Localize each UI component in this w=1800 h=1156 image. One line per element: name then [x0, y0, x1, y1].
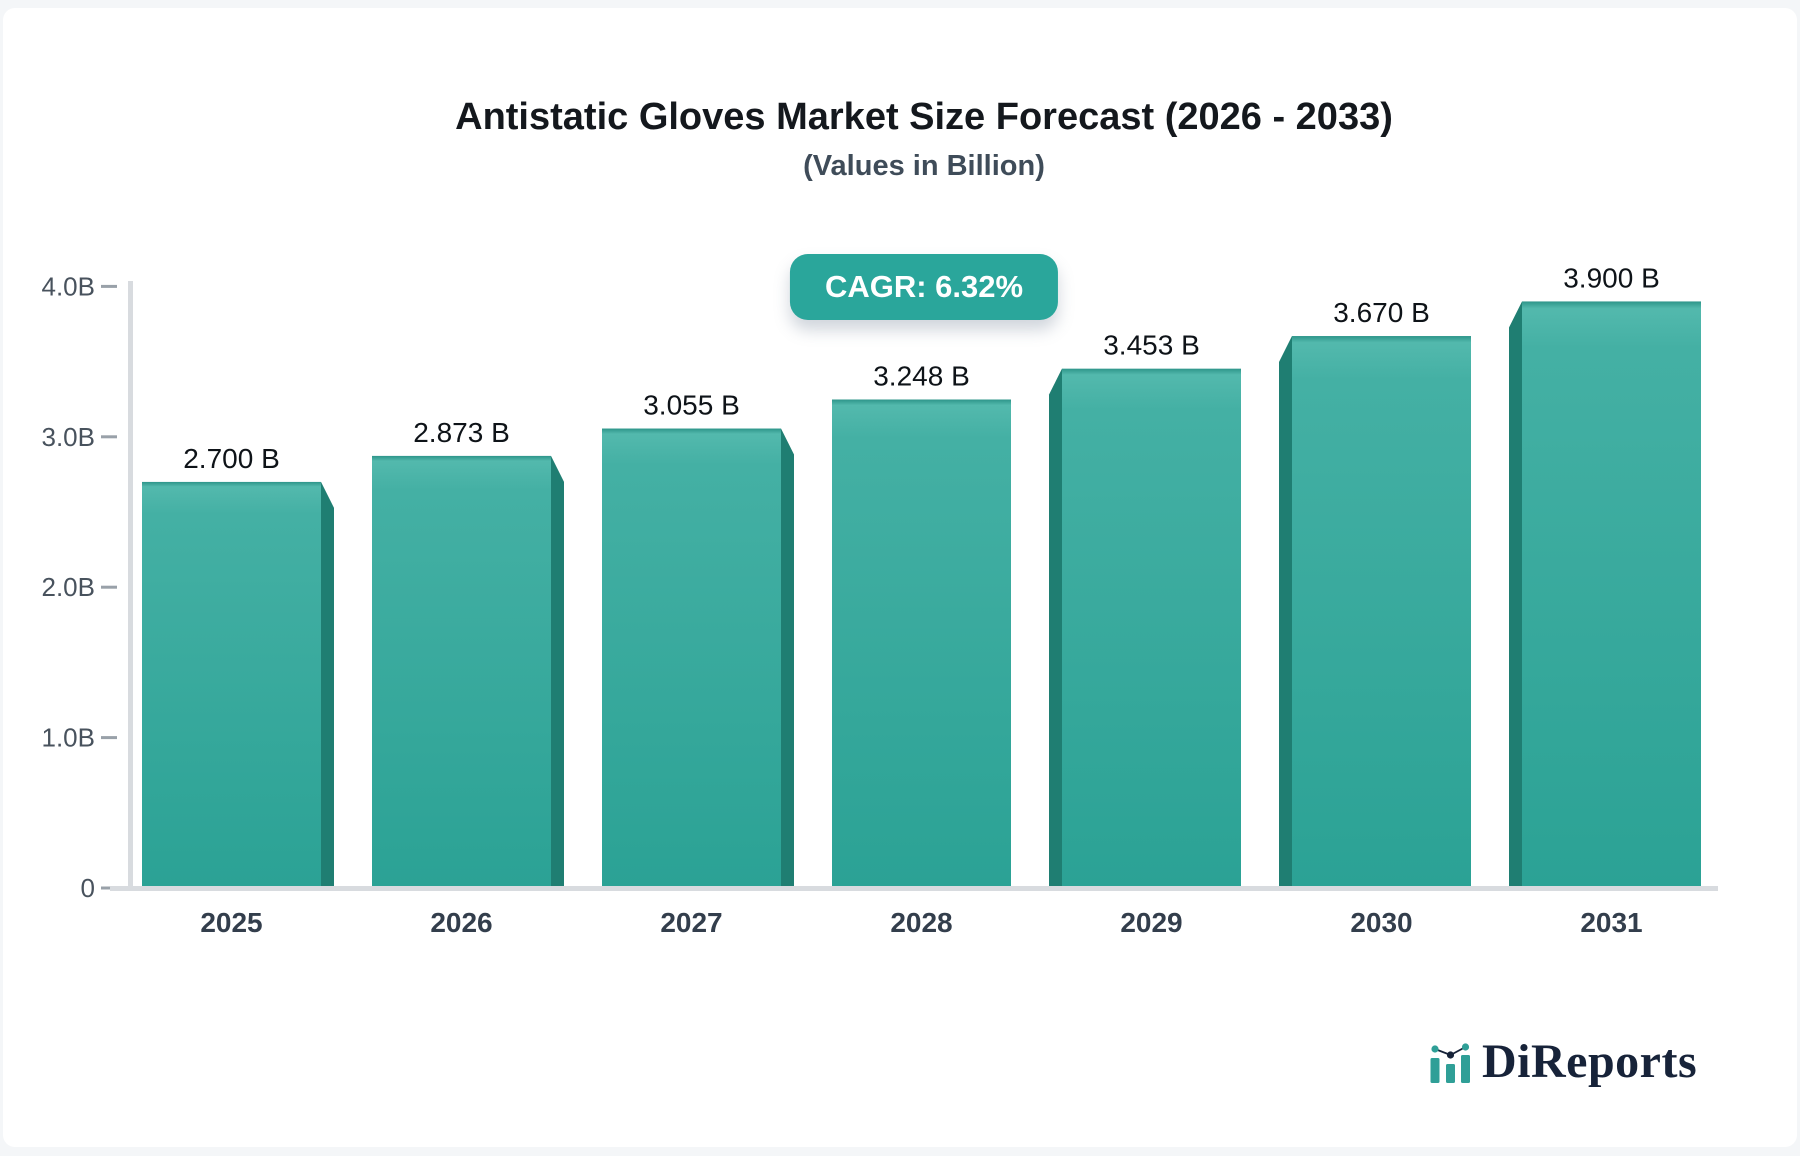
- logo-dot: [1461, 1042, 1470, 1051]
- bar-group-2026: 2.873 B 2026: [372, 417, 564, 938]
- y-tick-mark: [101, 284, 117, 288]
- chart-subtitle: (Values in Billion): [803, 150, 1045, 182]
- bar-value-label: 2.700 B: [183, 443, 280, 474]
- bar-group-2030: 3.670 B 2030: [1279, 297, 1471, 938]
- x-tick-label: 2029: [1120, 907, 1182, 938]
- y-tick-mark: [101, 736, 117, 740]
- bar-face: [602, 428, 781, 886]
- y-tick-mark: [101, 585, 117, 589]
- x-tick-label: 2025: [200, 907, 262, 938]
- direports-logo: DiReports: [1428, 1034, 1697, 1089]
- y-tick-label: 4.0B: [42, 271, 96, 301]
- logo-dot: [1446, 1050, 1455, 1059]
- bar-face: [142, 481, 321, 886]
- bar-side: [1279, 336, 1292, 887]
- x-tick-label: 2028: [890, 907, 952, 938]
- y-axis-line: [128, 281, 133, 889]
- bar-group-2027: 3.055 B 2027: [602, 390, 794, 938]
- bar-value-label: 3.670 B: [1333, 297, 1430, 328]
- y-tick-label: 2.0B: [42, 572, 96, 602]
- bar-face: [1062, 368, 1241, 886]
- y-tick-label: 3.0B: [42, 422, 96, 452]
- y-tick-mark: [101, 435, 117, 439]
- bar-value-label: 3.055 B: [643, 390, 740, 421]
- chart-title: Antistatic Gloves Market Size Forecast (…: [455, 96, 1393, 138]
- bar-value-label: 3.248 B: [873, 361, 970, 392]
- logo-bar: [1446, 1063, 1455, 1083]
- bar-value-label: 2.873 B: [413, 417, 510, 448]
- logo-bar: [1430, 1057, 1440, 1083]
- bar-group-2025: 2.700 B 2025: [142, 443, 334, 938]
- bar-side: [1509, 301, 1522, 886]
- bar-group-2028: 3.248 B 2028: [832, 361, 1011, 938]
- bar-face: [372, 455, 551, 886]
- bar-value-label: 3.900 B: [1563, 262, 1660, 293]
- bar-face: [1292, 336, 1471, 887]
- bar-value-label: 3.453 B: [1103, 330, 1200, 361]
- bar-face: [1522, 301, 1701, 886]
- direports-logo-text: DiReports: [1482, 1035, 1698, 1088]
- x-tick-label: 2026: [430, 907, 492, 938]
- bar-group-2031: 3.900 B 2031: [1509, 262, 1701, 938]
- bar-side: [1049, 368, 1062, 886]
- bar-side: [551, 455, 564, 886]
- x-tick-label: 2031: [1580, 907, 1642, 938]
- bar-side: [781, 428, 794, 886]
- x-axis-line: [110, 886, 1718, 891]
- x-tick-label: 2027: [660, 907, 722, 938]
- y-tick-label: 1.0B: [42, 723, 96, 753]
- direports-logo-icon: [1430, 1042, 1470, 1083]
- x-tick-label: 2030: [1350, 907, 1412, 938]
- bar-face: [832, 399, 1011, 886]
- y-tick-mark: [101, 886, 117, 890]
- cagr-badge: CAGR: 6.32%: [789, 254, 1059, 320]
- bar-side: [321, 481, 334, 886]
- bar-group-2029: 3.453 B 2029: [1049, 330, 1241, 938]
- y-tick-label: 0: [81, 873, 95, 903]
- logo-dot: [1431, 1044, 1439, 1053]
- logo-bar: [1461, 1054, 1470, 1083]
